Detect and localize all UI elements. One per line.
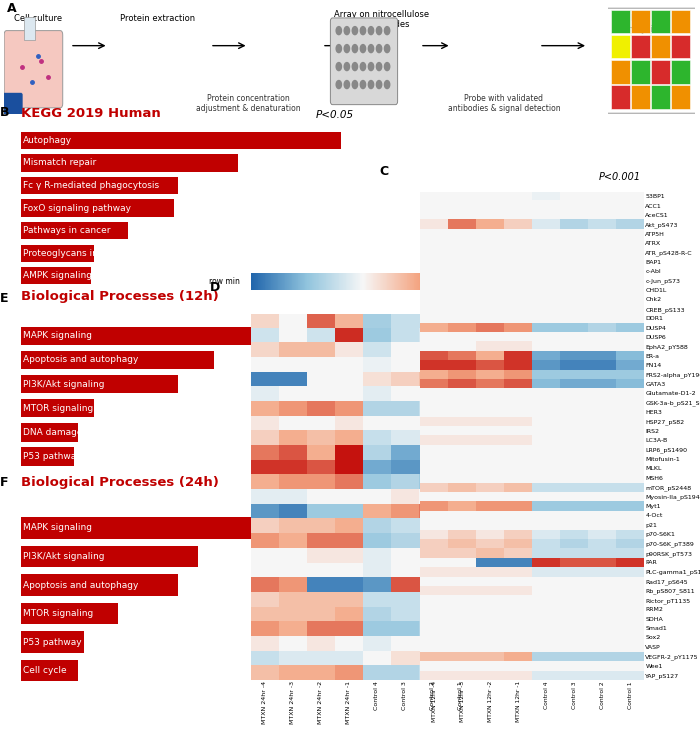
Bar [21,222,127,239]
Text: D: D [210,281,220,294]
Text: Proteoglycans in cancer: Proteoglycans in cancer [23,249,132,258]
Text: Array on nitrocellulose
coated slides: Array on nitrocellulose coated slides [334,10,429,29]
Bar [21,351,214,369]
Text: Probe with validated
antibodies & signal detection: Probe with validated antibodies & signal… [448,94,560,113]
Text: Cell culture: Cell culture [15,14,62,23]
Text: MTOR signaling: MTOR signaling [23,609,93,618]
Text: row max: row max [486,277,519,285]
Bar [21,632,84,653]
Text: Protein concentration
adjustment & denaturation: Protein concentration adjustment & denat… [196,94,301,113]
Bar [21,327,294,345]
Bar [21,660,78,681]
Text: FoxO signaling pathway: FoxO signaling pathway [23,204,131,213]
Text: Apoptosis and autophagy: Apoptosis and autophagy [23,581,139,590]
Text: Mismatch repair: Mismatch repair [23,158,97,167]
Bar [21,575,178,596]
Bar [21,603,118,624]
Text: B: B [0,105,10,119]
Text: C: C [379,164,389,178]
Text: F: F [0,476,8,489]
Text: Biological Processes (12h): Biological Processes (12h) [21,290,218,303]
Bar [21,155,238,171]
Text: KEGG 2019 Human: KEGG 2019 Human [21,107,161,119]
Text: P<0.05: P<0.05 [316,110,354,119]
Bar [21,424,78,442]
Text: Autophagy: Autophagy [23,136,72,145]
Bar [21,267,91,284]
Text: P53 pathway: P53 pathway [23,452,82,461]
Bar [21,177,178,194]
Text: Protein extraction: Protein extraction [120,14,195,23]
Text: A: A [7,2,17,16]
Bar [21,517,328,538]
Bar [21,546,197,567]
Bar [21,448,74,466]
Text: P53 pathway: P53 pathway [23,638,82,647]
Text: P<0.001: P<0.001 [598,173,640,182]
Bar [21,245,94,261]
Text: MAPK signaling: MAPK signaling [23,331,92,340]
Text: Cell cycle: Cell cycle [23,666,66,675]
Bar [21,200,174,216]
Text: Data
analysis: Data analysis [624,14,657,34]
Text: Apoptosis and autophagy: Apoptosis and autophagy [23,355,139,364]
Text: DNA damage/repair: DNA damage/repair [23,428,112,437]
Bar [21,399,94,418]
Text: Fc γ R-mediated phagocytosis: Fc γ R-mediated phagocytosis [23,181,159,190]
Bar [21,132,341,149]
Text: PI3K/Akt signaling: PI3K/Akt signaling [23,552,104,561]
Text: MAPK signaling: MAPK signaling [23,523,92,532]
Text: PI3K/Akt signaling: PI3K/Akt signaling [23,379,104,388]
Text: AMPK signaling pathway: AMPK signaling pathway [23,271,134,280]
Text: E: E [0,292,8,305]
Text: Pathways in cancer: Pathways in cancer [23,226,111,235]
Text: row min: row min [209,277,239,285]
Text: MTOR signaling: MTOR signaling [23,404,93,413]
Bar [21,375,178,394]
Text: Biological Processes (24h): Biological Processes (24h) [21,476,219,490]
